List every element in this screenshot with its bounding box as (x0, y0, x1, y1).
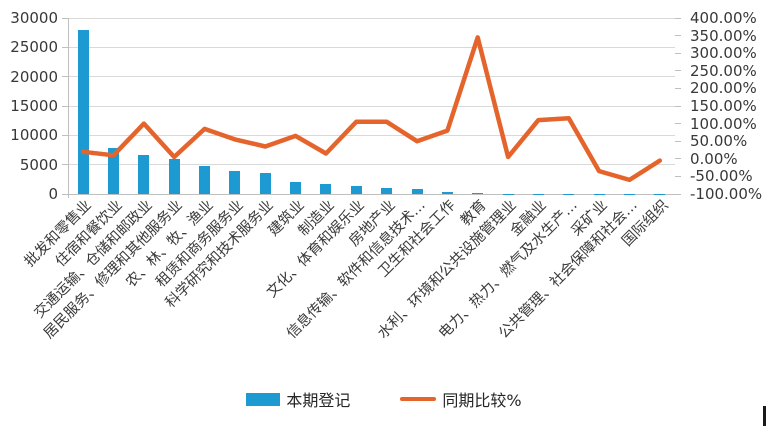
gridline (68, 164, 675, 166)
right-axis-tick (675, 105, 681, 107)
bar (381, 188, 393, 194)
legend: 本期登记 同期比较% (0, 387, 768, 411)
right-axis-tick-label: 100.00% (690, 114, 757, 133)
left-axis-tick-label: 30000 (10, 9, 58, 27)
bar (77, 29, 89, 194)
gridline (68, 76, 675, 78)
bar (168, 158, 180, 194)
right-axis-tick (675, 193, 681, 195)
bar (199, 165, 211, 194)
bar (441, 191, 453, 194)
bar (472, 192, 484, 194)
right-axis-tick-label: 200.00% (690, 79, 757, 98)
left-axis-tick (62, 134, 68, 136)
cursor-artifact (763, 406, 766, 426)
legend-item-line: 同期比较% (400, 387, 522, 411)
right-axis-tick-label: -50.00% (690, 167, 753, 186)
right-axis-tick (675, 175, 681, 177)
right-axis-tick (675, 87, 681, 89)
right-axis-tick-label: 350.00% (690, 26, 757, 45)
legend-label-line: 同期比较% (442, 391, 522, 410)
left-axis-tick (62, 46, 68, 48)
right-axis-tick-label: -100.00% (690, 185, 763, 203)
right-axis-tick-label: 400.00% (690, 9, 757, 27)
right-axis-tick-label: 250.00% (690, 61, 757, 80)
right-axis-tick (675, 123, 681, 125)
right-axis-tick-label: 300.00% (690, 44, 757, 63)
gridline (68, 134, 675, 136)
right-axis-tick (675, 35, 681, 37)
left-axis-tick-label: 0 (48, 185, 58, 203)
bar (259, 172, 271, 194)
legend-item-bars: 本期登记 (246, 387, 350, 411)
right-axis-tick (675, 52, 681, 54)
gridline (68, 105, 675, 107)
right-axis-tick (675, 17, 681, 19)
left-axis-tick (62, 193, 68, 195)
left-axis-tick-label: 20000 (10, 67, 58, 86)
left-axis-tick (62, 105, 68, 107)
bar-series-swatch (246, 392, 281, 406)
gridline (68, 17, 675, 19)
left-axis-tick-label: 5000 (19, 155, 58, 174)
right-axis-tick-label: 0.00% (690, 149, 738, 168)
right-axis-tick (675, 158, 681, 160)
bar (320, 184, 332, 194)
left-axis-tick (62, 76, 68, 78)
gridline (68, 46, 675, 48)
left-axis-tick-label: 10000 (10, 126, 58, 145)
left-axis-tick (62, 164, 68, 166)
bar (411, 189, 423, 194)
right-axis-tick-label: 150.00% (690, 97, 757, 115)
bar (350, 185, 362, 194)
left-axis-tick-label: 25000 (10, 38, 58, 57)
bar (290, 182, 302, 194)
legend-label-bars: 本期登记 (286, 391, 351, 410)
bar (229, 170, 241, 194)
right-axis-tick-label: 50.00% (690, 132, 748, 151)
line-series-swatch (400, 396, 437, 402)
right-axis-tick (675, 140, 681, 142)
bar (138, 155, 150, 194)
left-axis-tick-label: 15000 (10, 97, 58, 115)
bar (108, 148, 120, 194)
left-axis-line (67, 18, 69, 198)
x-axis-line (68, 193, 675, 195)
left-axis-tick (62, 17, 68, 19)
right-axis-tick (675, 70, 681, 72)
